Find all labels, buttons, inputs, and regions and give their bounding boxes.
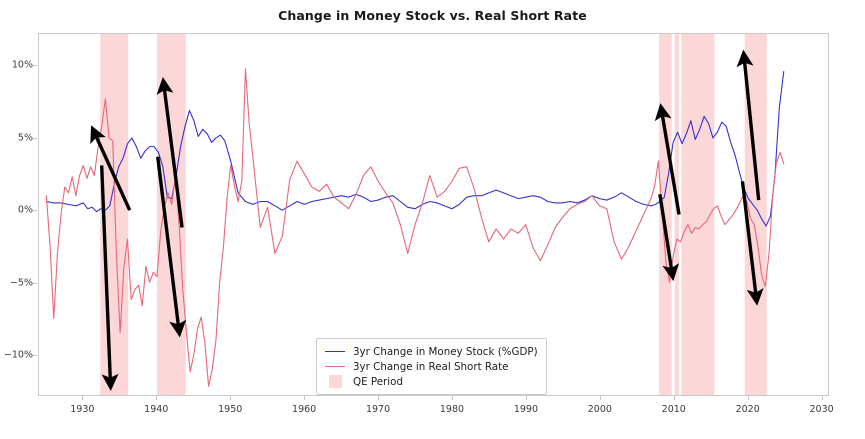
chart-canvas	[45, 34, 785, 395]
arrow-4-down-1941	[156, 156, 187, 338]
x-tick-mark	[673, 396, 675, 400]
x-tick-mark	[821, 396, 823, 400]
legend-key-glyph	[325, 350, 345, 353]
legend-item: 3yr Change in Money Stock (%GDP)	[324, 344, 538, 359]
x-tick-mark	[82, 396, 84, 400]
x-tick-label: 2030	[809, 404, 834, 415]
y-tick-mark	[33, 355, 37, 357]
legend-key-glyph	[325, 365, 345, 368]
x-tick-mark	[451, 396, 453, 400]
legend-label: QE Period	[353, 375, 403, 388]
x-tick-label: 1950	[218, 404, 243, 415]
chart-legend: 3yr Change in Money Stock (%GDP) 3yr Chan…	[316, 338, 547, 395]
qe-period-band	[674, 34, 680, 395]
legend-item: QE Period	[324, 374, 538, 389]
arrow-8-down-2020	[740, 181, 764, 306]
y-tick-mark	[33, 137, 37, 139]
legend-line-icon	[324, 361, 346, 373]
x-tick-mark	[304, 396, 306, 400]
qe-period-band	[681, 34, 715, 395]
x-tick-label: 1940	[144, 404, 169, 415]
annotation-arrows	[90, 49, 764, 391]
series-line	[45, 70, 785, 227]
y-tick-mark	[33, 282, 37, 284]
arrow-7-up-2020	[736, 49, 761, 201]
legend-line-icon	[324, 346, 346, 358]
x-tick-label: 1990	[513, 404, 538, 415]
x-tick-label: 2020	[735, 404, 760, 415]
y-tick-label: 0%	[17, 204, 33, 216]
x-tick-mark	[525, 396, 527, 400]
arrow-3-up-1941	[156, 77, 184, 228]
arrow-5-up-2009	[654, 103, 681, 215]
legend-swatch-icon	[324, 375, 346, 388]
x-tick-label: 2010	[661, 404, 686, 415]
chart-title: Change in Money Stock vs. Real Short Rat…	[278, 8, 587, 23]
y-tick-label: −5%	[9, 277, 33, 289]
y-axis-tick-labels: 10% 5% 0% −5% −10%	[0, 33, 33, 396]
qe-period-band	[659, 34, 672, 395]
arrow-6-down-2009	[658, 194, 680, 282]
data-series-lines	[45, 68, 785, 387]
x-tick-label: 1930	[70, 404, 95, 415]
y-tick-mark	[33, 210, 37, 212]
x-tick-label: 2000	[587, 404, 612, 415]
y-tick-label: 5%	[17, 132, 33, 144]
plot-area	[38, 33, 829, 396]
y-tick-mark	[33, 64, 37, 66]
x-tick-mark	[230, 396, 232, 400]
legend-key-glyph	[328, 375, 342, 388]
legend-item: 3yr Change in Real Short Rate	[324, 359, 538, 374]
x-tick-mark	[599, 396, 601, 400]
x-tick-label: 1980	[439, 404, 465, 415]
y-tick-label: −10%	[3, 349, 33, 361]
arrow-1-up-1933	[90, 125, 132, 211]
series-line	[45, 68, 785, 387]
x-tick-mark	[156, 396, 158, 400]
x-tick-label: 1970	[365, 404, 391, 415]
x-tick-label: 1960	[292, 404, 317, 415]
x-axis-tick-labels: 1930 1940 1950 1960 1970 1980 1990 2000 2010 2020…	[0, 400, 865, 420]
x-tick-mark	[747, 396, 749, 400]
legend-label: 3yr Change in Real Short Rate	[353, 360, 509, 373]
legend-label: 3yr Change in Money Stock (%GDP)	[353, 345, 538, 358]
x-tick-mark	[378, 396, 380, 400]
y-tick-label: 10%	[11, 59, 33, 71]
arrow-2-down-1933	[99, 165, 119, 391]
